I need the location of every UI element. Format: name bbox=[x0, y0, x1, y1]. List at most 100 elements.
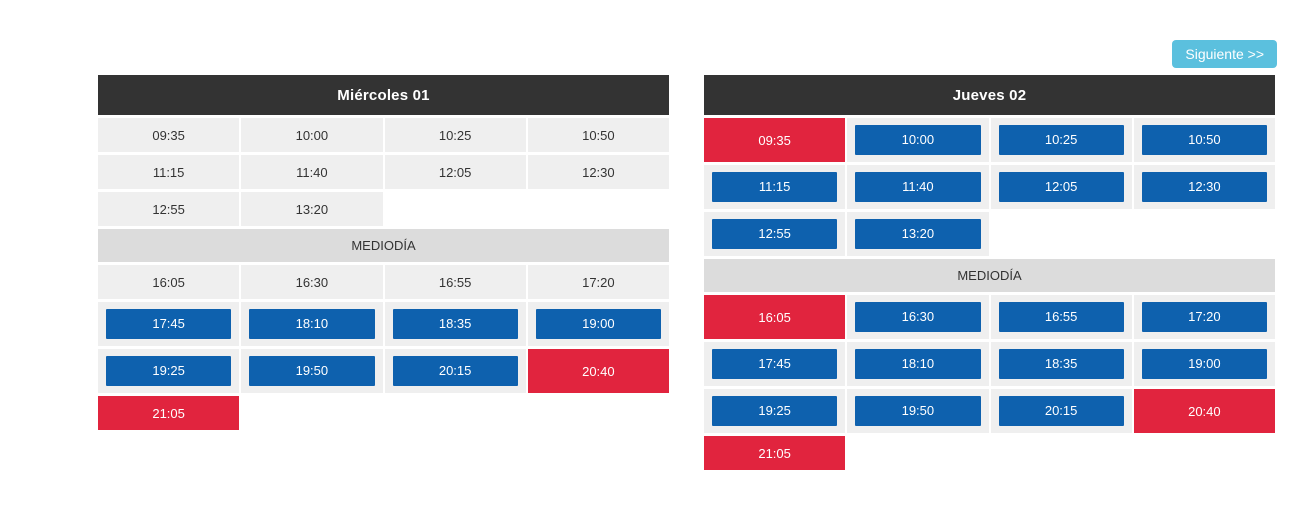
showtime-button[interactable]: 10:50 bbox=[1141, 125, 1267, 155]
table-row: 12:55 13:20 bbox=[704, 212, 1275, 256]
showtime-button[interactable]: 17:45 bbox=[106, 309, 232, 339]
midday-divider: MEDIODÍA bbox=[704, 259, 1275, 292]
next-button[interactable]: Siguiente >> bbox=[1172, 40, 1277, 68]
table-row: 19:25 19:50 20:15 20:40 bbox=[98, 349, 669, 393]
showtime-button[interactable]: 13:20 bbox=[855, 219, 981, 249]
time-cell: 19:25 bbox=[704, 389, 846, 433]
showtime-button[interactable]: 11:15 bbox=[712, 172, 838, 202]
showtime-button[interactable]: 18:10 bbox=[855, 349, 981, 379]
time-cell: 16:05 bbox=[98, 265, 240, 299]
showtime-button[interactable]: 11:40 bbox=[855, 172, 981, 202]
empty-cell bbox=[847, 436, 988, 470]
showtime-button[interactable]: 10:00 bbox=[855, 125, 981, 155]
showtime-button[interactable]: 12:30 bbox=[1141, 172, 1267, 202]
table-row: MEDIODÍA bbox=[704, 259, 1275, 292]
time-cell: 19:50 bbox=[847, 389, 989, 433]
time-cell: 12:30 bbox=[1133, 165, 1275, 209]
time-cell: 10:25 bbox=[990, 118, 1132, 162]
showtime-button[interactable]: 19:50 bbox=[249, 356, 375, 386]
table-row: MEDIODÍA bbox=[98, 229, 669, 262]
table-row: 09:35 10:00 10:25 10:50 bbox=[98, 118, 669, 152]
time-cell: 13:20 bbox=[241, 192, 383, 226]
table-row: 21:05 bbox=[98, 396, 669, 430]
table-header-row: Jueves 02 bbox=[704, 75, 1275, 115]
empty-cell bbox=[528, 192, 669, 226]
time-cell: 10:00 bbox=[241, 118, 383, 152]
time-cell: 12:55 bbox=[704, 212, 846, 256]
showtime-button[interactable]: 19:50 bbox=[855, 396, 981, 426]
soldout-cell: 09:35 bbox=[704, 118, 846, 162]
time-cell: 16:55 bbox=[384, 265, 526, 299]
showtime-button[interactable]: 17:45 bbox=[712, 349, 838, 379]
showtime-button[interactable]: 19:25 bbox=[712, 396, 838, 426]
day-title: Jueves 02 bbox=[704, 75, 1275, 115]
time-cell: 19:50 bbox=[241, 349, 383, 393]
time-cell: 16:30 bbox=[847, 295, 989, 339]
toolbar: Siguiente >> bbox=[96, 40, 1277, 68]
empty-cell bbox=[241, 396, 382, 430]
table-row: 16:05 16:30 16:55 17:20 bbox=[98, 265, 669, 299]
time-cell: 10:50 bbox=[1133, 118, 1275, 162]
time-cell: 19:00 bbox=[527, 302, 669, 346]
table-row: 12:55 13:20 bbox=[98, 192, 669, 226]
time-cell: 13:20 bbox=[847, 212, 989, 256]
empty-cell bbox=[528, 396, 669, 430]
time-cell: 12:30 bbox=[527, 155, 669, 189]
time-cell: 10:50 bbox=[527, 118, 669, 152]
page: Siguiente >> Miércoles 01 09:35 10:00 10… bbox=[96, 40, 1277, 473]
table-row: 21:05 bbox=[704, 436, 1275, 470]
time-cell: 20:15 bbox=[990, 389, 1132, 433]
table-row: 11:15 11:40 12:05 12:30 bbox=[704, 165, 1275, 209]
empty-cell bbox=[1134, 436, 1275, 470]
time-cell: 17:45 bbox=[98, 302, 240, 346]
showtime-button[interactable]: 19:25 bbox=[106, 356, 232, 386]
showtime-button[interactable]: 18:35 bbox=[392, 309, 518, 339]
showtime-button[interactable]: 20:15 bbox=[392, 356, 518, 386]
time-cell: 19:25 bbox=[98, 349, 240, 393]
soldout-cell: 21:05 bbox=[98, 396, 240, 430]
showtime-button[interactable]: 18:35 bbox=[998, 349, 1124, 379]
schedule-tables: Miércoles 01 09:35 10:00 10:25 10:50 11:… bbox=[96, 72, 1277, 473]
showtime-button[interactable]: 12:05 bbox=[998, 172, 1124, 202]
time-cell: 11:15 bbox=[98, 155, 240, 189]
table-row: 16:05 16:30 16:55 17:20 bbox=[704, 295, 1275, 339]
empty-cell bbox=[991, 436, 1132, 470]
empty-cell bbox=[385, 396, 526, 430]
showtime-button[interactable]: 18:10 bbox=[249, 309, 375, 339]
day-title: Miércoles 01 bbox=[98, 75, 669, 115]
time-cell: 17:20 bbox=[527, 265, 669, 299]
table-row: 11:15 11:40 12:05 12:30 bbox=[98, 155, 669, 189]
empty-cell bbox=[1134, 212, 1275, 256]
time-cell: 20:15 bbox=[384, 349, 526, 393]
showtime-button[interactable]: 10:25 bbox=[998, 125, 1124, 155]
showtime-button[interactable]: 19:00 bbox=[1141, 349, 1267, 379]
time-cell: 16:55 bbox=[990, 295, 1132, 339]
showtime-button[interactable]: 19:00 bbox=[535, 309, 661, 339]
soldout-cell: 16:05 bbox=[704, 295, 846, 339]
soldout-cell: 20:40 bbox=[1133, 389, 1275, 433]
table-row: 09:35 10:00 10:25 10:50 bbox=[704, 118, 1275, 162]
time-cell: 16:30 bbox=[241, 265, 383, 299]
empty-cell bbox=[385, 192, 526, 226]
table-row: 19:25 19:50 20:15 20:40 bbox=[704, 389, 1275, 433]
time-cell: 18:10 bbox=[241, 302, 383, 346]
schedule-table-wednesday: Miércoles 01 09:35 10:00 10:25 10:50 11:… bbox=[96, 72, 671, 433]
showtime-button[interactable]: 17:20 bbox=[1141, 302, 1267, 332]
time-cell: 12:05 bbox=[990, 165, 1132, 209]
time-cell: 11:40 bbox=[241, 155, 383, 189]
empty-cell bbox=[991, 212, 1132, 256]
time-cell: 17:45 bbox=[704, 342, 846, 386]
time-cell: 18:10 bbox=[847, 342, 989, 386]
showtime-button[interactable]: 16:30 bbox=[855, 302, 981, 332]
showtime-button[interactable]: 12:55 bbox=[712, 219, 838, 249]
table-row: 17:45 18:10 18:35 19:00 bbox=[704, 342, 1275, 386]
table-header-row: Miércoles 01 bbox=[98, 75, 669, 115]
time-cell: 12:05 bbox=[384, 155, 526, 189]
showtime-button[interactable]: 16:55 bbox=[998, 302, 1124, 332]
time-cell: 10:25 bbox=[384, 118, 526, 152]
time-cell: 12:55 bbox=[98, 192, 240, 226]
time-cell: 11:40 bbox=[847, 165, 989, 209]
showtime-button[interactable]: 20:15 bbox=[998, 396, 1124, 426]
schedule-table-thursday: Jueves 02 09:35 10:00 10:25 10:50 11:15 … bbox=[702, 72, 1277, 473]
time-cell: 17:20 bbox=[1133, 295, 1275, 339]
